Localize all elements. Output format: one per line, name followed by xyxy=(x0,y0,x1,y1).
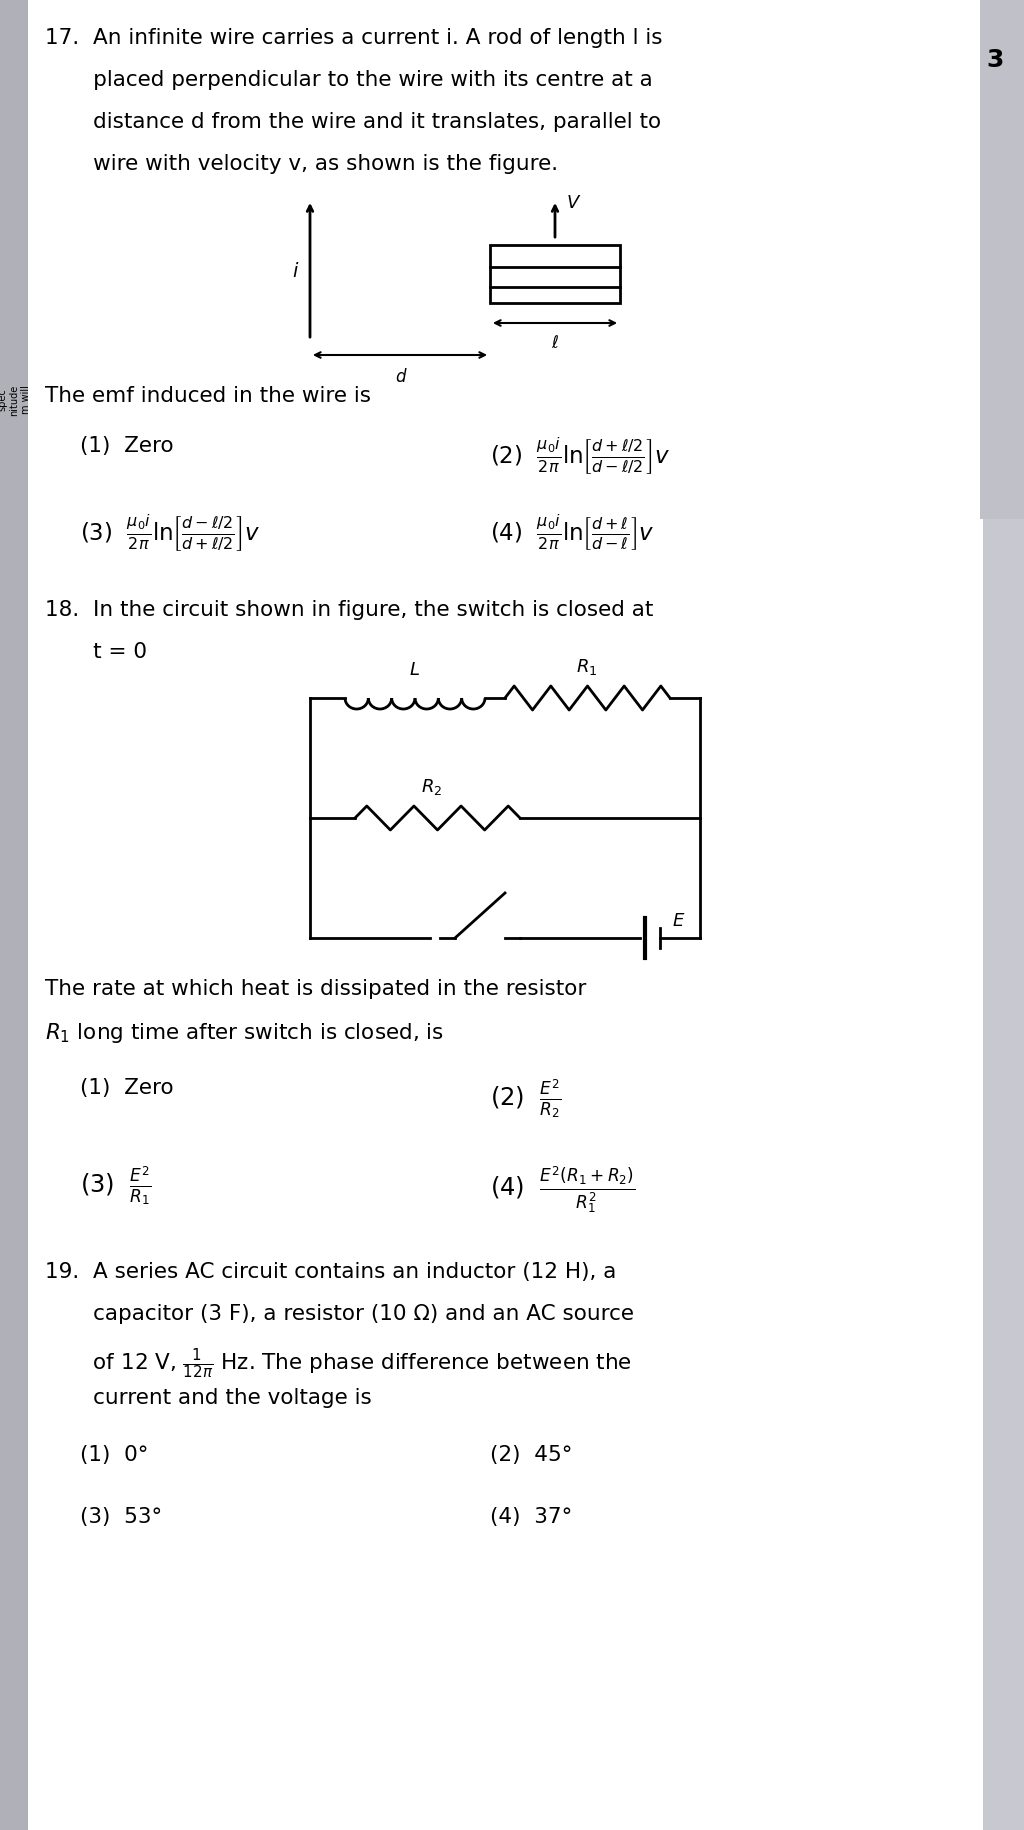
Text: spec
nitude
m will: spec nitude m will xyxy=(0,384,31,415)
Text: (2)  $\frac{E^2}{R_2}$: (2) $\frac{E^2}{R_2}$ xyxy=(490,1078,562,1120)
Text: The rate at which heat is dissipated in the resistor: The rate at which heat is dissipated in … xyxy=(45,979,587,999)
Text: (4)  $\frac{\mu_0 i}{2\pi}\ln\!\left[\frac{d+\ell}{d-\ell}\right]v$: (4) $\frac{\mu_0 i}{2\pi}\ln\!\left[\fra… xyxy=(490,512,654,553)
Text: The emf induced in the wire is: The emf induced in the wire is xyxy=(45,386,371,406)
Text: d: d xyxy=(394,368,406,386)
Text: V: V xyxy=(567,194,580,212)
Text: (3)  $\frac{E^2}{R_1}$: (3) $\frac{E^2}{R_1}$ xyxy=(80,1164,152,1208)
Text: 18.  In the circuit shown in figure, the switch is closed at: 18. In the circuit shown in figure, the … xyxy=(45,600,653,620)
Text: of 12 V, $\frac{1}{12\pi}$ Hz. The phase difference between the: of 12 V, $\frac{1}{12\pi}$ Hz. The phase… xyxy=(45,1345,632,1380)
Text: (2)  45°: (2) 45° xyxy=(490,1444,572,1464)
Text: wire with velocity v, as shown is the figure.: wire with velocity v, as shown is the fi… xyxy=(45,154,558,174)
Text: $R_2$: $R_2$ xyxy=(421,776,442,796)
Bar xyxy=(490,245,620,304)
Text: (1)  Zero: (1) Zero xyxy=(80,1078,174,1098)
Text: ℓ: ℓ xyxy=(552,333,558,351)
Text: $R_1$ long time after switch is closed, is: $R_1$ long time after switch is closed, … xyxy=(45,1021,444,1045)
Text: 3: 3 xyxy=(986,48,1004,71)
Text: placed perpendicular to the wire with its centre at a: placed perpendicular to the wire with it… xyxy=(45,70,652,90)
Text: L: L xyxy=(410,661,420,679)
Text: $R_1$: $R_1$ xyxy=(577,657,598,677)
Text: 17.  An infinite wire carries a current i. A rod of length l is: 17. An infinite wire carries a current i… xyxy=(45,27,663,48)
Bar xyxy=(980,0,1024,520)
Text: current and the voltage is: current and the voltage is xyxy=(45,1387,372,1407)
Text: (2)  $\frac{\mu_0 i}{2\pi}\ln\!\left[\frac{d+\ell/2}{d-\ell/2}\right]v$: (2) $\frac{\mu_0 i}{2\pi}\ln\!\left[\fra… xyxy=(490,436,670,478)
Text: t = 0: t = 0 xyxy=(45,642,147,662)
Bar xyxy=(0,0,28,1830)
Text: capacitor (3 F), a resistor (10 Ω) and an AC source: capacitor (3 F), a resistor (10 Ω) and a… xyxy=(45,1303,634,1323)
Text: (4)  37°: (4) 37° xyxy=(490,1506,572,1526)
Text: E: E xyxy=(673,911,684,930)
Text: (1)  Zero: (1) Zero xyxy=(80,436,174,456)
Text: (3)  $\frac{\mu_0 i}{2\pi}\ln\!\left[\frac{d-\ell/2}{d+\ell/2}\right]v$: (3) $\frac{\mu_0 i}{2\pi}\ln\!\left[\fra… xyxy=(80,512,260,554)
Text: (4)  $\frac{E^2(R_1+R_2)}{R_1^2}$: (4) $\frac{E^2(R_1+R_2)}{R_1^2}$ xyxy=(490,1164,636,1215)
Text: (3)  53°: (3) 53° xyxy=(80,1506,162,1526)
Text: 19.  A series AC circuit contains an inductor (12 H), a: 19. A series AC circuit contains an indu… xyxy=(45,1261,616,1281)
Text: i: i xyxy=(293,262,298,280)
Text: (1)  0°: (1) 0° xyxy=(80,1444,148,1464)
Text: distance d from the wire and it translates, parallel to: distance d from the wire and it translat… xyxy=(45,112,662,132)
